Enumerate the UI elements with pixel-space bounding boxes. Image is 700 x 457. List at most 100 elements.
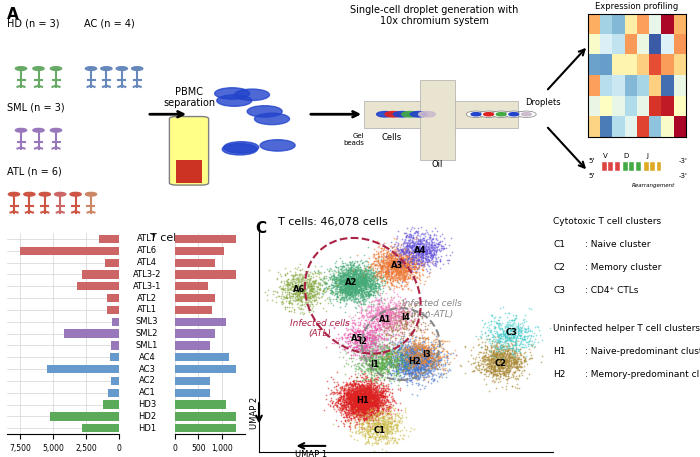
Point <box>377 256 388 264</box>
Point <box>508 319 519 326</box>
Point <box>417 326 428 333</box>
Point <box>389 349 400 356</box>
Point <box>346 396 357 403</box>
Point <box>428 230 440 238</box>
Point <box>371 367 382 375</box>
Point <box>372 310 384 318</box>
Point <box>368 385 379 392</box>
Point <box>405 370 416 377</box>
Point <box>417 250 428 257</box>
Point <box>499 354 510 361</box>
Point <box>338 278 349 286</box>
Point <box>369 397 380 404</box>
Point <box>348 399 359 406</box>
Point <box>379 400 391 407</box>
Point <box>364 382 375 389</box>
Point <box>349 283 360 290</box>
Point <box>497 364 508 372</box>
Point <box>293 299 304 307</box>
Bar <box>175 282 208 291</box>
Point <box>359 344 370 351</box>
Point <box>489 368 500 375</box>
Point <box>349 280 360 287</box>
Point <box>381 351 392 358</box>
Point <box>365 407 377 414</box>
Point <box>346 326 358 334</box>
Point <box>419 337 430 345</box>
Point <box>381 438 392 445</box>
Point <box>493 333 504 340</box>
Point <box>414 250 425 257</box>
Point <box>410 370 421 377</box>
Point <box>356 297 368 304</box>
Point <box>498 348 509 355</box>
Point <box>395 350 407 357</box>
Point <box>386 332 397 340</box>
Point <box>359 281 370 288</box>
Point <box>347 388 358 395</box>
Point <box>441 356 452 364</box>
Point <box>334 397 345 404</box>
Point <box>340 274 351 282</box>
Point <box>508 349 519 356</box>
Point <box>380 321 391 329</box>
Point <box>400 356 411 363</box>
Point <box>396 263 407 270</box>
Point <box>409 352 420 359</box>
Point <box>337 296 348 303</box>
Point <box>387 244 398 251</box>
Point <box>334 284 345 291</box>
Point <box>509 339 520 346</box>
Point <box>400 316 412 324</box>
Point <box>385 260 396 267</box>
Point <box>379 262 390 269</box>
Text: I1: I1 <box>370 361 379 369</box>
Point <box>398 357 409 364</box>
Point <box>489 359 500 367</box>
Point <box>359 264 370 271</box>
Point <box>498 345 509 353</box>
Point <box>307 282 318 290</box>
Point <box>403 251 414 258</box>
Point <box>366 397 377 404</box>
Point <box>492 345 503 353</box>
Point <box>282 281 293 288</box>
Point <box>346 397 357 404</box>
Point <box>293 287 304 295</box>
Point <box>354 397 365 404</box>
Point <box>389 404 400 412</box>
Point <box>335 399 346 406</box>
Point <box>424 357 435 365</box>
Point <box>367 279 378 287</box>
Point <box>494 345 505 352</box>
Point <box>410 246 421 254</box>
Point <box>372 393 384 400</box>
Point <box>349 276 360 283</box>
Point <box>404 365 415 372</box>
Point <box>332 289 344 296</box>
Point <box>520 328 531 335</box>
Point <box>380 246 391 254</box>
Point <box>383 349 394 356</box>
Point <box>364 355 375 362</box>
Point <box>350 283 361 290</box>
Point <box>383 351 394 358</box>
Point <box>360 280 371 287</box>
Point <box>414 243 425 250</box>
Point <box>424 250 435 257</box>
Point <box>393 357 405 364</box>
Point <box>498 355 509 362</box>
Point <box>378 407 389 414</box>
Point <box>380 425 391 433</box>
Point <box>346 274 358 282</box>
Point <box>365 401 376 408</box>
Point <box>379 323 390 330</box>
Point <box>341 380 352 388</box>
Point <box>352 282 363 289</box>
Point <box>372 415 384 423</box>
Point <box>342 284 353 291</box>
Point <box>340 275 351 282</box>
Point <box>377 371 388 378</box>
Point <box>400 355 412 362</box>
Point <box>350 398 361 405</box>
